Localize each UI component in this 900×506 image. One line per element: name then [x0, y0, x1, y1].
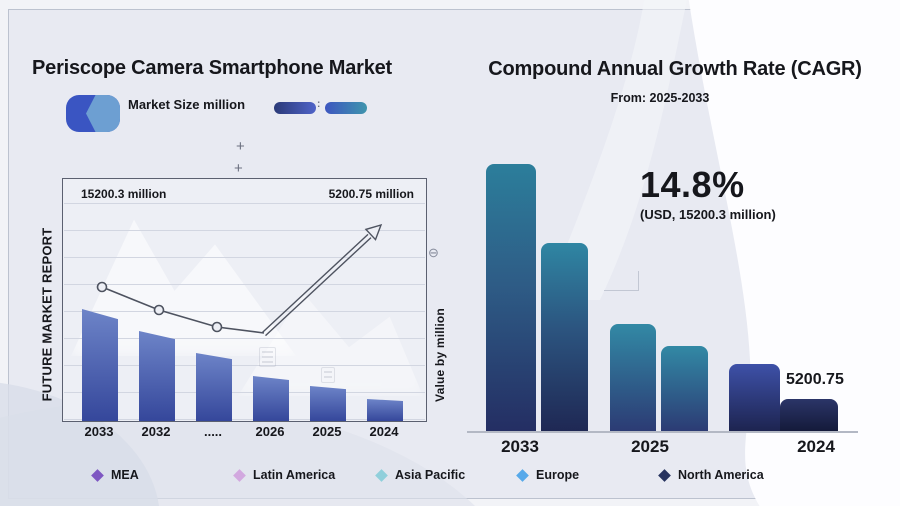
- page-title: Periscope Camera Smartphone Market: [32, 57, 393, 79]
- pill-separator: :: [317, 99, 321, 110]
- plus-icon: +: [234, 160, 243, 177]
- market-bar[interactable]: [196, 353, 232, 421]
- plus-icon: +: [236, 138, 245, 155]
- cagr-bar-value-label: 5200.75: [786, 371, 844, 388]
- x-tick-label: 2024: [369, 424, 399, 439]
- market-bar[interactable]: [367, 399, 403, 421]
- right-y-axis-label: Value by million: [433, 308, 447, 402]
- document-watermark-icon: [321, 367, 335, 383]
- market-bar[interactable]: [253, 376, 289, 421]
- gridlines: [64, 203, 425, 421]
- left-bars: [63, 179, 426, 421]
- market-size-icon: [66, 95, 120, 132]
- gradient-pill-icon: [325, 102, 367, 114]
- market-size-legend-label: Market Size million: [128, 97, 246, 112]
- cagr-subtitle: From: 2025-2033: [610, 91, 710, 105]
- left-y-axis-label: FUTURE MARKET REPORT: [39, 227, 55, 402]
- cagr-value: 14.8%: [640, 164, 745, 205]
- market-bar[interactable]: [310, 386, 346, 421]
- trend-line-arrow: [96, 223, 383, 337]
- gradient-pill-icon: [274, 102, 316, 114]
- market-size-chart[interactable]: 15200.3 million 5200.75 million: [62, 178, 427, 422]
- market-bar[interactable]: [139, 331, 175, 421]
- x-tick-label: 2025: [312, 424, 342, 439]
- step-decoration: [604, 271, 639, 291]
- x-tick-label: 2026: [255, 424, 285, 439]
- cagr-note: (USD, 15200.3 million): [640, 207, 776, 222]
- hexagon-icon: [86, 95, 120, 132]
- min-value-label: 5200.75 million: [328, 187, 414, 201]
- x-tick-label: .....: [203, 424, 223, 439]
- minus-circle-icon: ⊖: [428, 245, 439, 260]
- x-tick-label: 2033: [84, 424, 114, 439]
- max-value-label: 15200.3 million: [81, 187, 167, 201]
- x-tick-label: 2032: [141, 424, 171, 439]
- document-watermark-icon: [259, 347, 276, 367]
- market-bar[interactable]: [82, 309, 118, 421]
- cagr-x-axis: [467, 431, 858, 433]
- cagr-title: Compound Annual Growth Rate (CAGR): [488, 58, 862, 80]
- left-x-labels: 2033 2032..... 2026 2025 2024: [62, 424, 425, 442]
